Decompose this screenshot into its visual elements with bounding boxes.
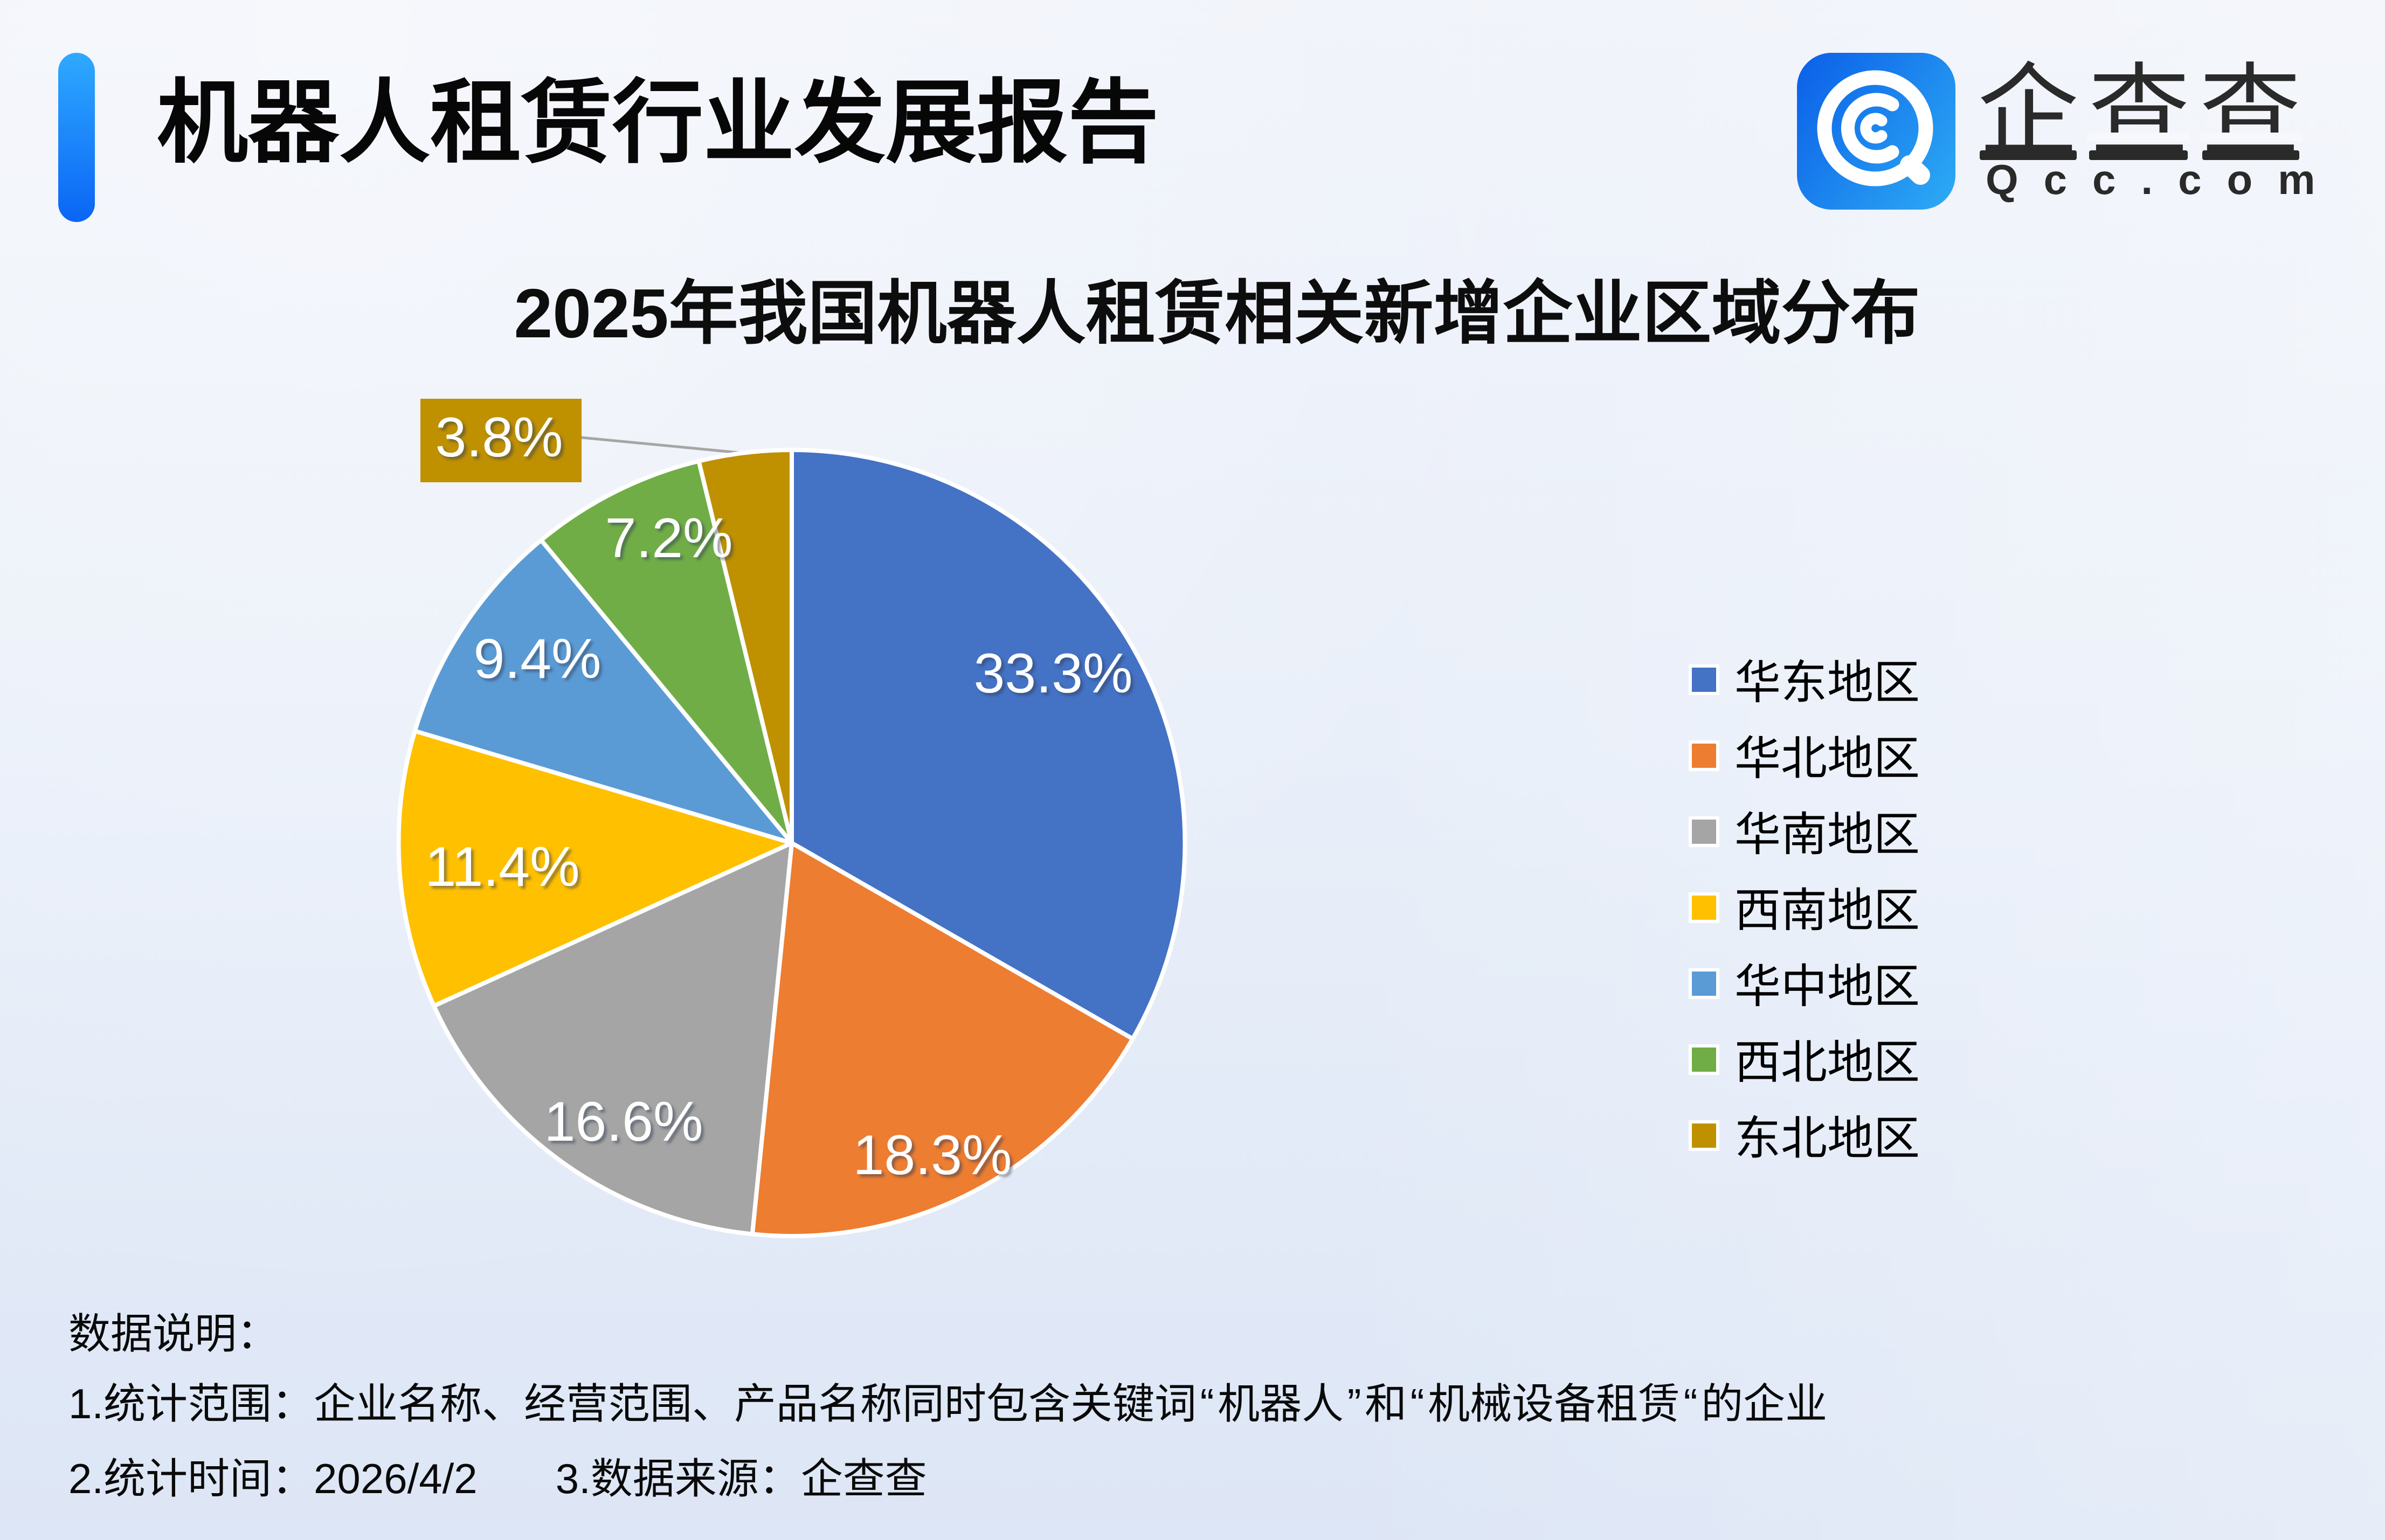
- svg-text:9.4%: 9.4%: [473, 628, 601, 690]
- svg-text:华东地区: 华东地区: [1734, 657, 1920, 709]
- svg-text:华北地区: 华北地区: [1734, 733, 1920, 785]
- svg-text:西南地区: 西南地区: [1734, 885, 1920, 937]
- svg-text:7.2%: 7.2%: [605, 507, 732, 570]
- svg-text:33.3%: 33.3%: [974, 642, 1133, 705]
- svg-text:东北地区: 东北地区: [1734, 1113, 1920, 1164]
- svg-text:11.4%: 11.4%: [425, 836, 579, 898]
- svg-text:华南地区: 华南地区: [1734, 809, 1920, 861]
- svg-text:西北地区: 西北地区: [1734, 1037, 1920, 1088]
- svg-text:16.6%: 16.6%: [544, 1091, 703, 1153]
- svg-text:3.8%: 3.8%: [435, 406, 563, 469]
- svg-text:18.3%: 18.3%: [853, 1124, 1012, 1187]
- svg-text:华中地区: 华中地区: [1734, 961, 1920, 1012]
